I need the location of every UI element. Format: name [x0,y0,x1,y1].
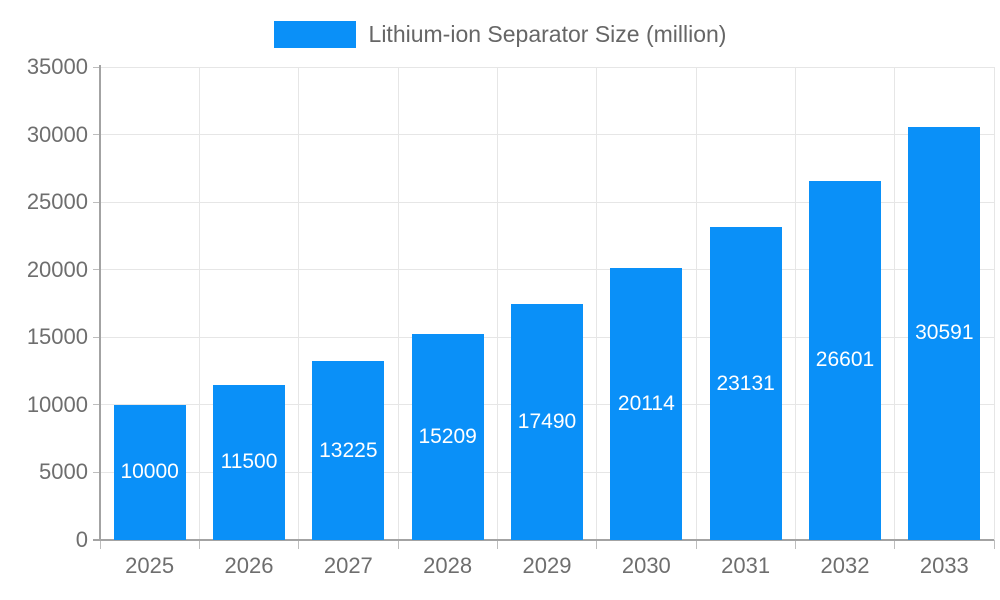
v-gridline [198,67,200,540]
y-axis-label: 20000 [26,256,88,282]
legend-label[interactable]: Lithium-ion Separator Size (million) [368,20,727,47]
bar-2030[interactable] [610,268,683,540]
y-axis-label: 0 [75,527,88,552]
y-axis-label: 15000 [26,324,88,350]
h-gridline [100,269,994,271]
x-axis-tick [298,540,300,549]
x-axis-label: 2033 [919,553,969,578]
v-gridline [496,67,498,540]
x-axis-tick [198,540,200,549]
y-axis-tick [93,269,100,271]
x-axis-tick [695,540,697,549]
x-axis-label: 2028 [423,553,473,578]
v-gridline [298,67,300,540]
y-axis-tick [93,404,100,406]
x-axis-tick [496,540,498,549]
y-axis-label: 30000 [26,121,88,147]
y-axis-tick [93,66,100,68]
legend-swatch[interactable] [273,20,356,48]
y-axis-tick [93,134,100,136]
y-axis-label: 25000 [26,189,88,215]
y-axis-label: 10000 [26,391,88,417]
bar-2028[interactable] [411,334,484,540]
chart-legend[interactable]: Lithium-ion Separator Size (million) [0,17,1000,51]
x-axis-label: 2030 [621,553,671,578]
x-axis-label: 2026 [224,553,274,578]
y-axis-label: 5000 [39,459,88,485]
v-gridline [596,67,598,540]
x-axis-label: 2032 [820,553,870,578]
bar-2025[interactable] [113,404,186,540]
x-axis-tick [99,540,101,549]
bar-2033[interactable] [908,126,981,540]
x-axis-label: 2029 [522,553,572,578]
y-axis-tick [93,471,100,473]
v-gridline [397,67,399,540]
y-axis-line [99,65,101,540]
x-axis-tick [894,540,896,549]
bar-2026[interactable] [213,384,285,540]
v-gridline [894,67,896,540]
y-axis-tick [93,336,100,338]
x-axis-tick [596,540,598,549]
bar-2027[interactable] [312,361,385,540]
bar-2032[interactable] [809,180,881,540]
bar-2029[interactable] [511,303,583,540]
h-gridline [100,201,994,203]
x-axis-line [93,539,994,541]
v-gridline [695,67,697,540]
x-axis-tick [993,540,995,549]
x-axis-label: 2031 [721,553,771,578]
x-axis-label: 2025 [125,553,175,578]
v-gridline [794,67,796,540]
x-axis-tick [794,540,796,549]
x-axis-label: 2027 [323,553,373,578]
h-gridline [100,134,994,136]
v-gridline [993,67,995,540]
y-axis-label: 35000 [26,54,88,79]
x-axis-tick [397,540,399,549]
y-axis-tick [93,201,100,203]
bar-2031[interactable] [709,227,782,540]
h-gridline [100,66,994,68]
